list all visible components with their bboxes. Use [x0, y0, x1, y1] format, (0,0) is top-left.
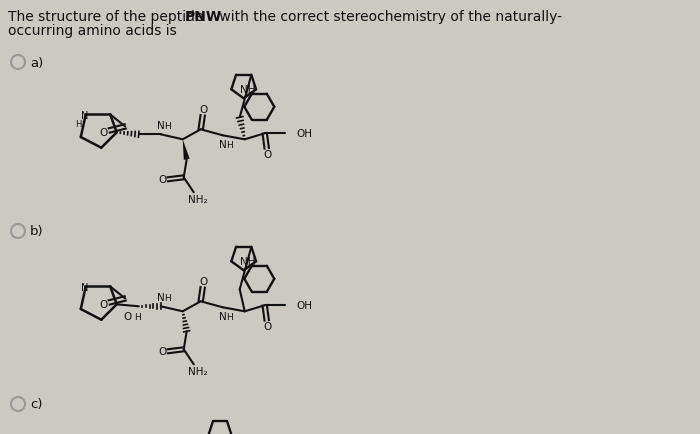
Text: NH₂: NH₂ [188, 195, 207, 205]
Text: H: H [226, 312, 233, 321]
Text: b): b) [30, 225, 43, 238]
Text: NH₂: NH₂ [188, 366, 207, 376]
Text: O: O [99, 300, 107, 310]
Text: N: N [157, 293, 164, 302]
Text: H: H [76, 120, 82, 128]
Text: a): a) [30, 56, 43, 69]
Text: The structure of the peptide: The structure of the peptide [8, 10, 208, 24]
Text: N: N [219, 312, 227, 322]
Polygon shape [183, 140, 190, 161]
Text: with the correct stereochemistry of the naturally-: with the correct stereochemistry of the … [215, 10, 562, 24]
Text: H: H [164, 293, 171, 302]
Text: O: O [199, 105, 208, 115]
Text: H: H [134, 312, 141, 321]
Text: N: N [81, 283, 88, 293]
Text: O: O [123, 312, 132, 322]
Text: N: N [219, 140, 227, 150]
Text: O: O [199, 276, 208, 286]
Text: N: N [81, 111, 88, 121]
Text: H: H [226, 141, 233, 149]
Text: PNW: PNW [185, 10, 222, 24]
Text: NH: NH [240, 85, 256, 95]
Text: N: N [157, 121, 164, 131]
Text: O: O [264, 150, 272, 160]
Text: OH: OH [297, 301, 313, 311]
Text: O: O [264, 322, 272, 332]
Text: occurring amino acids is: occurring amino acids is [8, 24, 176, 38]
Text: c): c) [30, 398, 43, 411]
Text: O: O [99, 128, 107, 138]
Text: O: O [159, 346, 167, 356]
Text: O: O [159, 175, 167, 185]
Text: H: H [164, 122, 171, 131]
Text: OH: OH [297, 129, 313, 139]
Text: NH: NH [240, 257, 256, 267]
